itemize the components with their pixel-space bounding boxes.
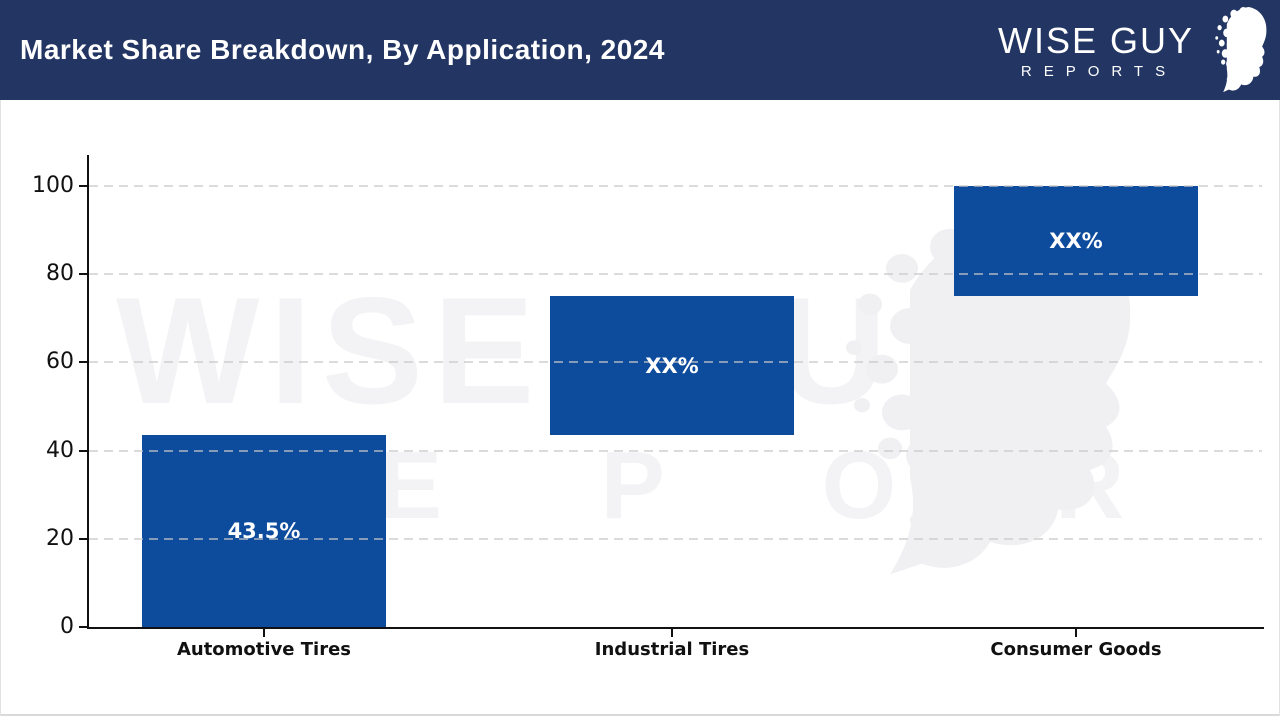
y-axis-line <box>87 155 89 629</box>
y-tick-20 <box>79 537 87 540</box>
x-tick-1 <box>263 629 265 637</box>
bar-1 <box>142 435 386 627</box>
gridline-40 <box>89 449 1262 452</box>
brand-logo: WISE GUY REPORTS <box>998 6 1270 94</box>
y-tick-60 <box>79 361 87 364</box>
y-tick-0 <box>79 626 87 628</box>
gridline-80 <box>89 273 1262 276</box>
bar-label-2: XX% <box>645 353 699 378</box>
x-tick-label-1: Automotive Tires <box>176 639 352 660</box>
header-bar: Market Share Breakdown, By Application, … <box>0 0 1280 100</box>
gridline-100 <box>89 185 1262 187</box>
x-tick-2 <box>671 629 673 637</box>
brand-head-icon <box>1215 7 1267 93</box>
left-edge-divider <box>0 100 1 716</box>
y-tick-label-0: 0 <box>60 614 74 639</box>
brand-logo-text: WISE GUY REPORTS <box>997 19 1194 80</box>
bar-label-3: XX% <box>1049 229 1103 254</box>
brand-name: WISE GUY <box>997 19 1194 61</box>
y-tick-100 <box>79 185 87 187</box>
bar-3 <box>954 186 1198 297</box>
y-tick-80 <box>79 273 87 276</box>
bar-2 <box>550 296 794 436</box>
y-tick-label-100: 100 <box>32 173 74 198</box>
y-tick-label-20: 20 <box>46 525 74 551</box>
y-tick-40 <box>79 449 87 452</box>
gridline-60 <box>89 361 1262 364</box>
y-tick-label-60: 60 <box>46 349 74 375</box>
y-tick-label-80: 80 <box>46 261 74 287</box>
x-tick-label-2: Industrial Tires <box>594 639 750 660</box>
bottom-divider <box>0 714 1280 716</box>
page-title: Market Share Breakdown, By Application, … <box>20 34 665 65</box>
bar-label-1: 43.5% <box>227 519 301 544</box>
x-tick-3 <box>1075 629 1077 637</box>
y-tick-label-40: 40 <box>46 437 74 463</box>
x-tick-label-3: Consumer Goods <box>990 639 1162 660</box>
brand-subtitle: REPORTS <box>1020 62 1178 80</box>
gridline-20 <box>89 537 1262 540</box>
x-axis-line <box>87 627 1264 629</box>
